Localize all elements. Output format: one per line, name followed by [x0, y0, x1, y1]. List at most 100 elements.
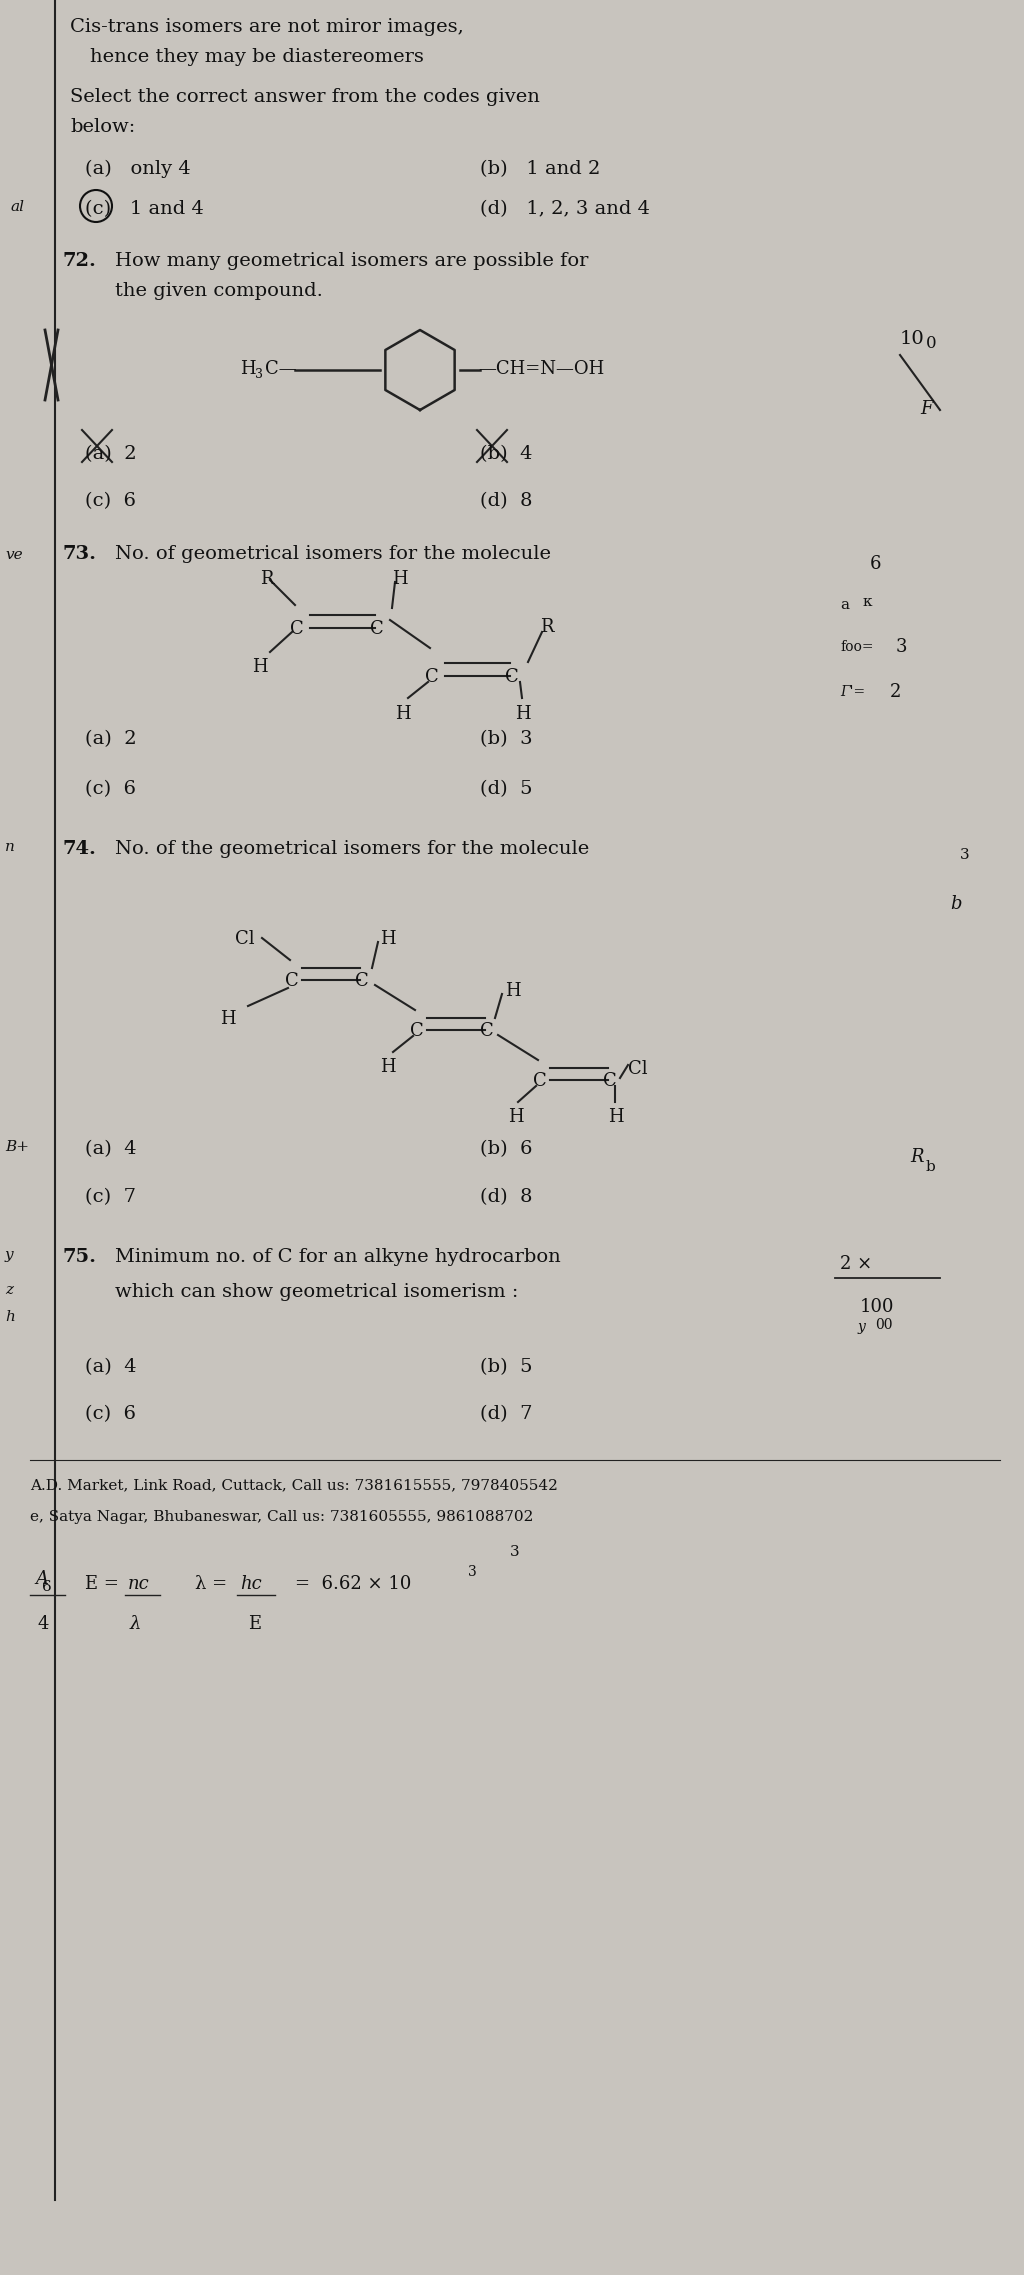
Text: Select the correct answer from the codes given: Select the correct answer from the codes… [70, 89, 540, 107]
Text: which can show geometrical isomerism :: which can show geometrical isomerism : [115, 1283, 518, 1301]
Text: z: z [5, 1283, 13, 1297]
Text: H: H [220, 1010, 236, 1028]
Text: 2: 2 [890, 682, 901, 701]
Text: R: R [910, 1149, 924, 1167]
Text: hence they may be diastereomers: hence they may be diastereomers [90, 48, 424, 66]
Text: A: A [35, 1570, 48, 1588]
Text: (d)  8: (d) 8 [480, 491, 532, 510]
Text: E: E [248, 1615, 261, 1633]
Text: 72.: 72. [62, 253, 96, 271]
Text: R: R [540, 619, 554, 637]
Text: 2 ×: 2 × [840, 1256, 872, 1274]
Text: (b)   1 and 2: (b) 1 and 2 [480, 159, 600, 177]
Text: b: b [926, 1160, 936, 1174]
Text: H: H [240, 359, 256, 378]
Text: C: C [480, 1021, 494, 1040]
Text: b: b [950, 894, 962, 912]
Text: (b)  6: (b) 6 [480, 1140, 532, 1158]
Text: C—: C— [265, 359, 297, 378]
Text: (d)  8: (d) 8 [480, 1188, 532, 1206]
Text: (b)  4: (b) 4 [480, 446, 532, 464]
Text: C: C [355, 971, 369, 990]
Text: (c)  6: (c) 6 [85, 780, 136, 799]
Text: 00: 00 [874, 1317, 893, 1331]
Text: Minimum no. of C for an alkyne hydrocarbon: Minimum no. of C for an alkyne hydrocarb… [115, 1249, 561, 1265]
Text: the given compound.: the given compound. [115, 282, 323, 300]
Text: C: C [410, 1021, 424, 1040]
Text: 6: 6 [42, 1581, 52, 1595]
Text: (d)  7: (d) 7 [480, 1406, 532, 1422]
Text: No. of the geometrical isomers for the molecule: No. of the geometrical isomers for the m… [115, 839, 589, 858]
Text: C: C [534, 1072, 547, 1090]
Text: Cis-trans isomers are not miror images,: Cis-trans isomers are not miror images, [70, 18, 464, 36]
Text: H: H [380, 930, 395, 949]
Text: (a)  2: (a) 2 [85, 730, 136, 748]
Text: 3: 3 [961, 849, 970, 862]
Text: H: H [508, 1108, 523, 1126]
Text: λ: λ [130, 1615, 141, 1633]
Text: (b)  3: (b) 3 [480, 730, 532, 748]
Text: hc: hc [240, 1574, 262, 1592]
Text: y: y [858, 1320, 866, 1333]
Text: ve: ve [5, 548, 23, 562]
Text: 3: 3 [896, 637, 907, 655]
Text: (c)  7: (c) 7 [85, 1188, 136, 1206]
Text: (a)  4: (a) 4 [85, 1140, 136, 1158]
Text: E =: E = [85, 1574, 119, 1592]
Text: 4: 4 [38, 1615, 49, 1633]
Text: 3: 3 [468, 1565, 477, 1579]
Text: B+: B+ [5, 1140, 29, 1153]
Text: =  6.62 × 10: = 6.62 × 10 [295, 1574, 412, 1592]
Text: y: y [5, 1249, 13, 1263]
Text: R: R [260, 571, 273, 587]
Text: 0: 0 [926, 334, 937, 353]
Text: h: h [5, 1310, 15, 1324]
Text: 3: 3 [510, 1545, 519, 1558]
Text: foo=: foo= [840, 639, 873, 653]
Text: (c)  6: (c) 6 [85, 491, 136, 510]
Text: below:: below: [70, 118, 135, 136]
Text: (a)  2: (a) 2 [85, 446, 136, 464]
Text: 3: 3 [255, 369, 263, 380]
Text: nc: nc [128, 1574, 150, 1592]
Text: e, Satya Nagar, Bhubaneswar, Call us: 7381605555, 9861088702: e, Satya Nagar, Bhubaneswar, Call us: 73… [30, 1511, 534, 1524]
Text: 73.: 73. [62, 546, 96, 562]
Text: al: al [10, 200, 24, 214]
Text: C: C [425, 669, 438, 687]
Text: 10: 10 [900, 330, 925, 348]
Text: 74.: 74. [62, 839, 96, 858]
Text: H: H [505, 983, 520, 1001]
Text: H: H [392, 571, 408, 587]
Text: H: H [252, 657, 267, 676]
Text: C: C [290, 621, 304, 637]
Text: H: H [380, 1058, 395, 1076]
Text: C: C [603, 1072, 616, 1090]
Text: H: H [515, 705, 530, 723]
Text: F: F [920, 400, 933, 419]
Text: A.D. Market, Link Road, Cuttack, Call us: 7381615555, 7978405542: A.D. Market, Link Road, Cuttack, Call us… [30, 1479, 558, 1492]
Text: (d)   1, 2, 3 and 4: (d) 1, 2, 3 and 4 [480, 200, 650, 218]
Text: κ: κ [862, 596, 871, 610]
Text: n: n [5, 839, 15, 853]
Text: C: C [285, 971, 299, 990]
Text: H: H [608, 1108, 624, 1126]
Text: (d)  5: (d) 5 [480, 780, 532, 799]
Text: (a)   only 4: (a) only 4 [85, 159, 190, 177]
Text: a: a [840, 598, 849, 612]
Text: 100: 100 [860, 1299, 895, 1315]
Text: λ =: λ = [195, 1574, 227, 1592]
Text: Cl: Cl [628, 1060, 647, 1078]
Text: (c)   1 and 4: (c) 1 and 4 [85, 200, 204, 218]
Text: C: C [370, 621, 384, 637]
Text: —CH=N—OH: —CH=N—OH [478, 359, 604, 378]
Text: Cl: Cl [234, 930, 255, 949]
Text: 6: 6 [870, 555, 882, 573]
Text: (b)  5: (b) 5 [480, 1358, 532, 1376]
Text: C: C [505, 669, 519, 687]
Text: No. of geometrical isomers for the molecule: No. of geometrical isomers for the molec… [115, 546, 551, 562]
Text: How many geometrical isomers are possible for: How many geometrical isomers are possibl… [115, 253, 589, 271]
Text: H: H [395, 705, 411, 723]
Text: 75.: 75. [62, 1249, 96, 1265]
Text: (a)  4: (a) 4 [85, 1358, 136, 1376]
Text: (c)  6: (c) 6 [85, 1406, 136, 1422]
